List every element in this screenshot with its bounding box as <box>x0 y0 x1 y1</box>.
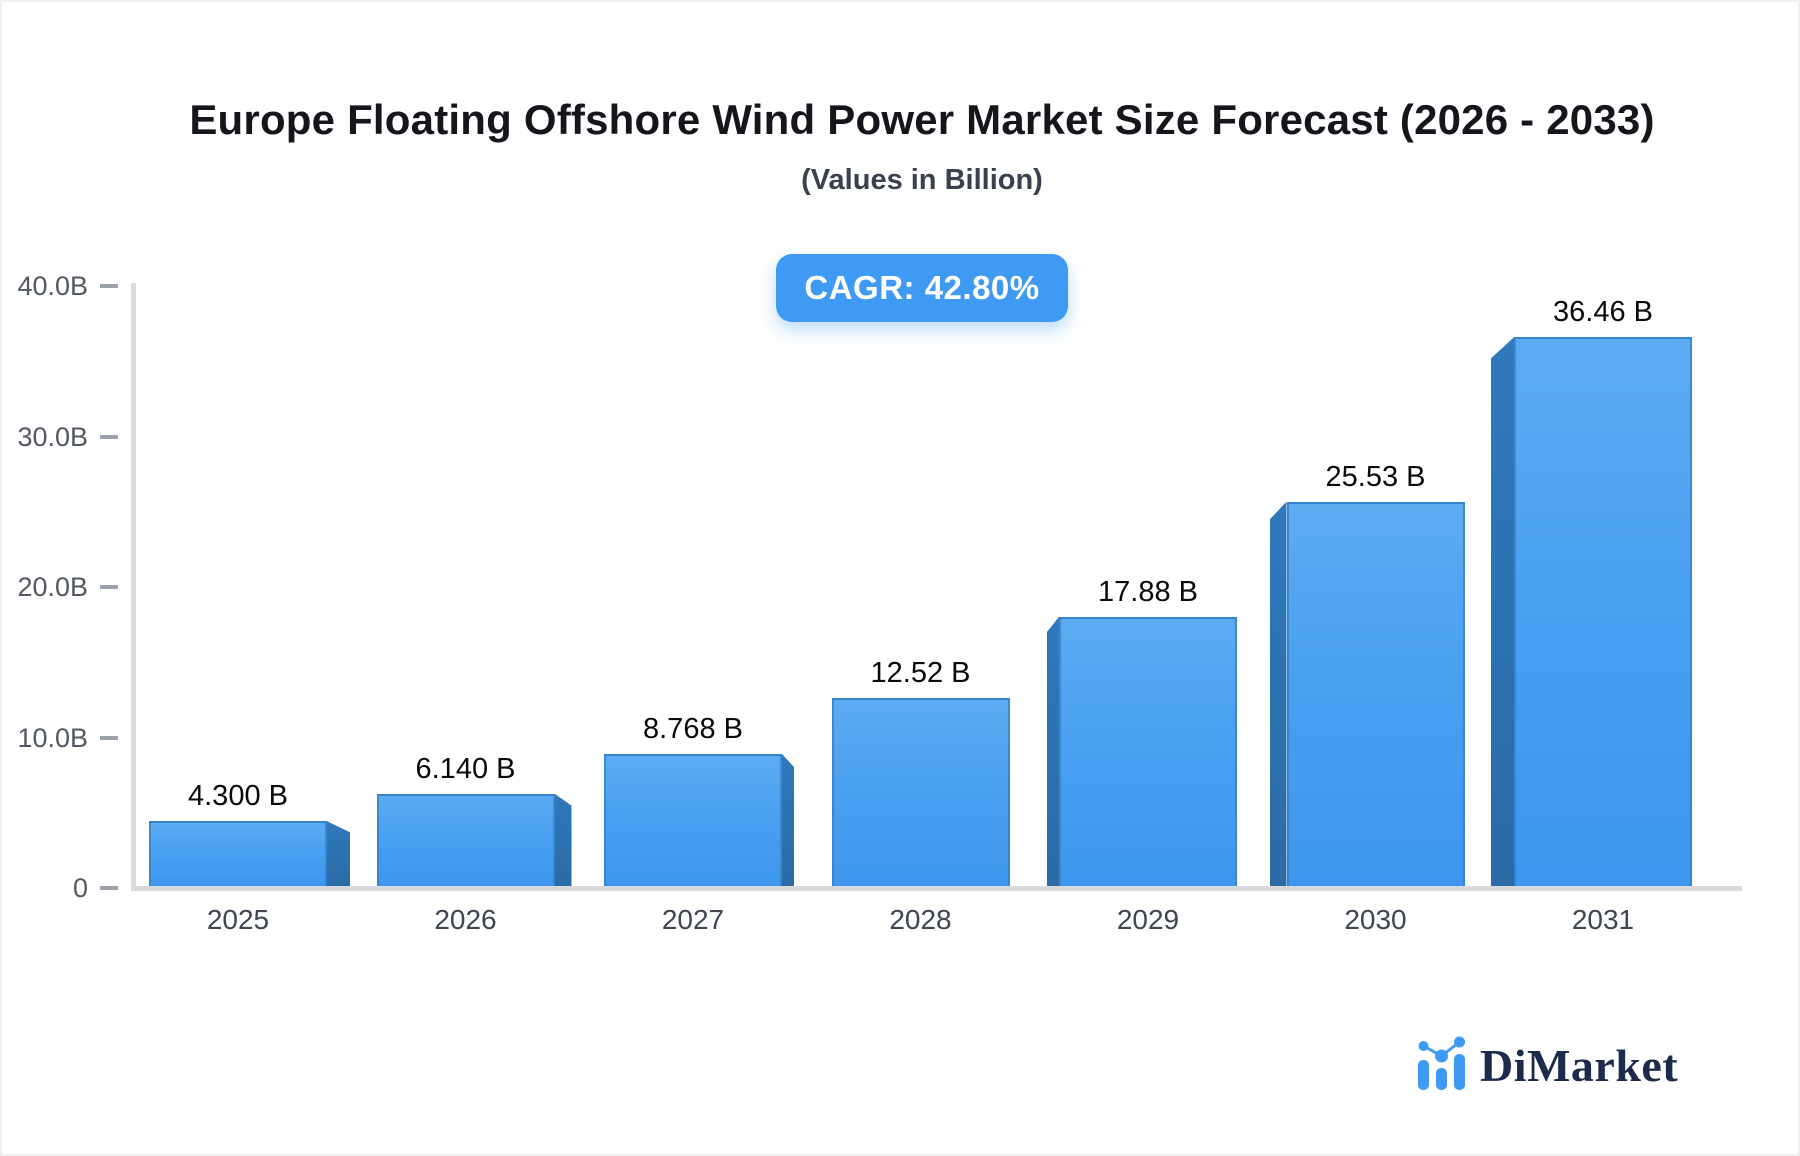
bar-2030[interactable] <box>1286 501 1465 886</box>
bar-value-label-2027: 8.768 B <box>643 713 743 746</box>
bar-2025[interactable] <box>149 821 327 886</box>
dimarket-logo: DiMarket <box>1416 1034 1678 1092</box>
chart-subtitle: (Values in Billion) <box>801 164 1043 196</box>
bar-side-2025 <box>327 821 350 886</box>
bar-value-label-2025: 4.300 B <box>188 780 288 813</box>
bar-side-2029 <box>1047 616 1059 886</box>
bar-value-label-2028: 12.52 B <box>870 656 971 689</box>
y-tick-label: 20.0B <box>17 572 88 602</box>
cagr-badge: CAGR: 42.80% <box>776 254 1068 322</box>
bar-value-label-2031: 36.46 B <box>1553 296 1653 329</box>
y-tick-dash <box>100 886 118 890</box>
bar-2031[interactable] <box>1514 337 1692 886</box>
bar-value-label-2026: 6.140 B <box>415 752 516 785</box>
x-axis-label-2025: 2025 <box>206 904 270 935</box>
bar-side-2030 <box>1269 501 1287 886</box>
y-tick-label: 40.0B <box>17 271 88 301</box>
bar-2029[interactable] <box>1059 616 1237 886</box>
x-axis-line <box>131 886 1742 891</box>
x-axis-label-2030: 2030 <box>1344 904 1407 935</box>
y-tick-label: 10.0B <box>17 722 88 753</box>
x-axis-label-2026: 2026 <box>434 904 497 935</box>
bar-side-2031 <box>1491 337 1514 886</box>
bar-2027[interactable] <box>604 754 782 886</box>
bar-2028[interactable] <box>831 697 1010 886</box>
bar-side-2026 <box>554 793 572 886</box>
x-axis-label-2027: 2027 <box>661 904 725 935</box>
y-tick-dash <box>100 585 118 589</box>
y-tick-dash <box>100 284 118 288</box>
x-axis-label-2028: 2028 <box>889 904 952 935</box>
bar-side-2027 <box>782 754 794 886</box>
y-axis-line <box>131 283 136 891</box>
y-tick-label: 0 <box>72 873 88 903</box>
y-tick-label: 30.0B <box>17 421 88 452</box>
y-tick-dash <box>100 434 118 439</box>
logo-text: DiMarket <box>1480 1040 1679 1091</box>
y-tick-dash <box>100 735 118 740</box>
x-axis-label-2029: 2029 <box>1116 904 1180 935</box>
bar-value-label-2030: 25.53 B <box>1325 460 1426 493</box>
bar-chart-logo-icon <box>1418 1036 1465 1090</box>
x-axis-label-2031: 2031 <box>1571 904 1635 935</box>
bar-value-label-2029: 17.88 B <box>1098 575 1198 608</box>
bar-2026[interactable] <box>376 793 555 886</box>
chart-title: Europe Floating Offshore Wind Power Mark… <box>189 96 1655 143</box>
